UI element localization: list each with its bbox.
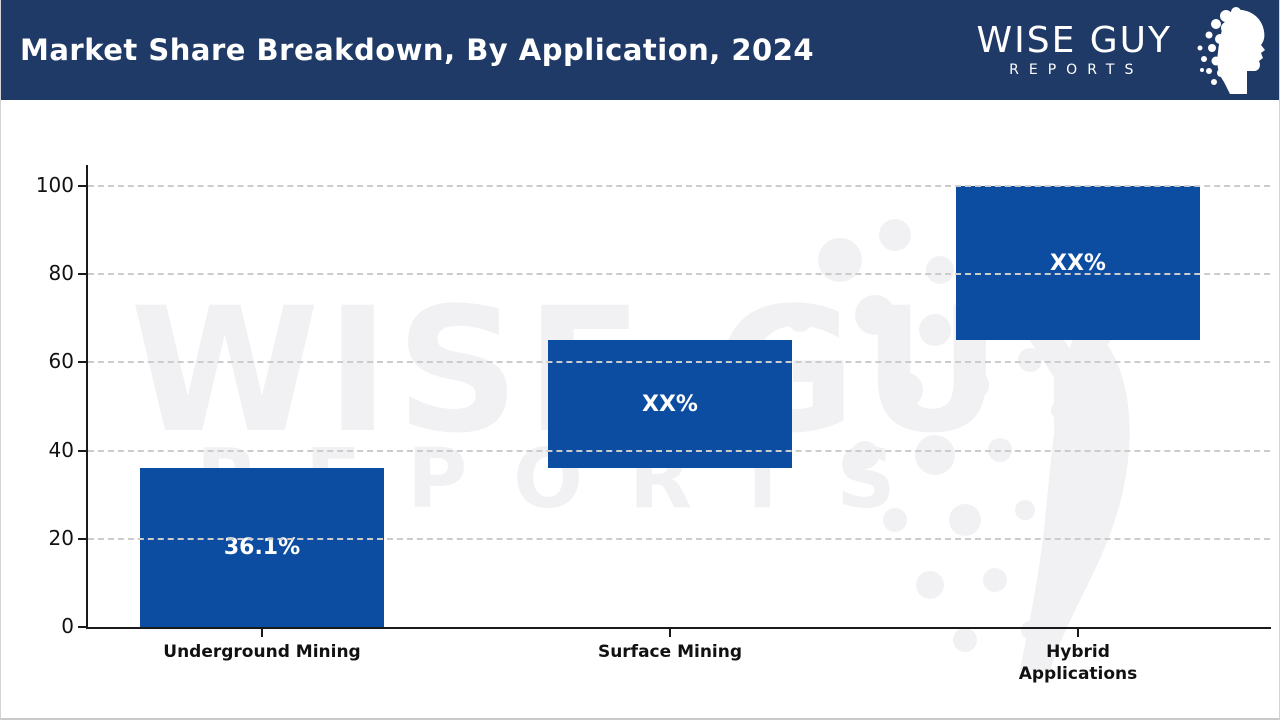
gridline: [88, 449, 1270, 452]
gridline: [88, 273, 1270, 276]
y-axis-line: [86, 165, 88, 629]
chart-area: WISE GUY REPORTS 36.1% Underground Mining…: [0, 100, 1280, 720]
y-tick-mark: [78, 626, 86, 628]
x-tick-mark: [669, 629, 671, 637]
brand-logo-text: WISE GUY REPORTS: [976, 20, 1173, 78]
face-logo-icon: [1197, 7, 1265, 95]
bar: XX%: [955, 186, 1201, 341]
watermark-face-dots-icon: [788, 219, 1130, 670]
x-tick-mark: [261, 629, 263, 637]
y-tick-mark: [78, 449, 86, 452]
y-tick-mark: [78, 185, 86, 187]
y-tick-label: 40: [48, 437, 74, 462]
bar: 36.1%: [139, 467, 385, 627]
gridline: [88, 537, 1270, 540]
brand-subtitle: REPORTS: [1009, 62, 1144, 78]
y-tick-label: 80: [48, 261, 74, 286]
y-tick-mark: [78, 273, 86, 276]
brand-name: WISE GUY: [976, 20, 1172, 61]
y-tick-label: 20: [48, 525, 74, 550]
gridline: [88, 185, 1270, 187]
category-label: Underground Mining: [163, 642, 361, 662]
y-tick-mark: [78, 537, 86, 540]
y-tick-label: 60: [48, 349, 74, 374]
category-label: Hybrid Applications: [1018, 642, 1138, 685]
brand-logo: WISE GUY REPORTS: [977, 4, 1271, 96]
category-label: Surface Mining: [597, 642, 743, 662]
bar-value-label: XX%: [1050, 250, 1106, 276]
x-axis-line: [86, 627, 1271, 629]
y-tick-label: 0: [61, 614, 74, 638]
y-tick-label: 100: [35, 173, 74, 197]
gridline: [88, 361, 1270, 364]
header-bar: Market Share Breakdown, By Application, …: [0, 0, 1280, 100]
x-tick-mark: [1077, 629, 1079, 637]
y-tick-mark: [78, 361, 86, 364]
page-title: Market Share Breakdown, By Application, …: [20, 33, 815, 67]
bar-value-label: XX%: [642, 391, 698, 417]
